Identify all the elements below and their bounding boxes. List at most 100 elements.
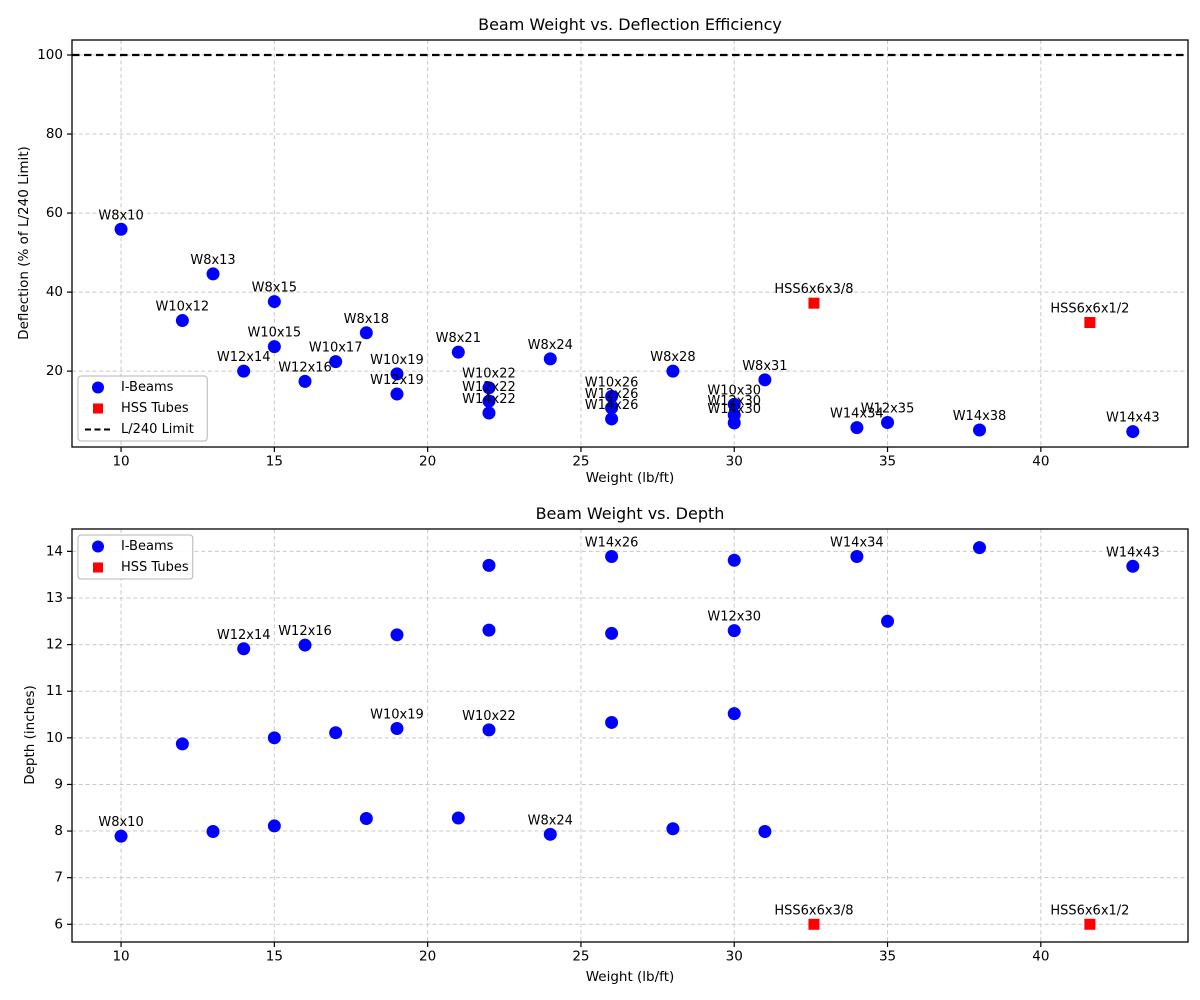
plot-frame [71, 528, 1189, 943]
data-point-W12x19 [390, 387, 404, 401]
legend-item-label: I-Beams [121, 380, 174, 395]
point-label-W12x19: W12x19 [370, 373, 424, 388]
data-point-W8x21 [451, 345, 465, 359]
x-tick-label: 30 [726, 949, 743, 965]
x-tick-label: 40 [1032, 949, 1049, 965]
y-tick-label: 13 [46, 590, 63, 606]
data-point-W8x18 [359, 326, 373, 340]
data-point-W14x34 [850, 421, 864, 435]
point-label-W10x12: W10x12 [156, 300, 210, 315]
data-point-W8x28 [666, 364, 680, 378]
point-label-HSS6x6x1/2: HSS6x6x1/2 [1050, 903, 1129, 918]
data-point-W8x31 [758, 825, 772, 839]
point-label-W12x16: W12x16 [278, 360, 332, 375]
y-tick-label: 80 [46, 126, 63, 142]
y-tick-label: 10 [46, 730, 63, 746]
point-label-HSS6x6x1/2: HSS6x6x1/2 [1050, 302, 1129, 317]
data-point-W8x28 [666, 822, 680, 836]
point-label-W14x38: W14x38 [953, 409, 1007, 424]
y-tick-label: 11 [46, 683, 63, 699]
x-tick-label: 30 [726, 454, 743, 470]
x-tick-label: 10 [112, 949, 129, 965]
data-point-W10x15 [267, 731, 281, 745]
data-point-HSS6x6x1/2 [1084, 317, 1096, 329]
data-point-W14x22 [482, 406, 496, 420]
point-label-W8x10: W8x10 [98, 208, 143, 223]
data-point-W10x26 [605, 389, 619, 403]
legend-item-label: HSS Tubes [121, 401, 189, 416]
x-tick-label: 40 [1032, 454, 1049, 470]
point-label-W12x14: W12x14 [217, 350, 271, 365]
data-point-W12x26 [605, 626, 619, 640]
legend-item-label: L/240 Limit [121, 422, 194, 437]
data-point-W8x10 [114, 829, 128, 843]
data-point-W8x21 [451, 811, 465, 825]
point-label-W12x16: W12x16 [278, 624, 332, 639]
point-label-W12x30: W12x30 [707, 394, 761, 409]
point-label-W10x17: W10x17 [309, 341, 363, 356]
data-point-W10x30 [727, 707, 741, 721]
x-tick-label: 20 [419, 454, 436, 470]
legend: I-Beams HSS Tubes L/240 Limit [77, 375, 208, 442]
data-point-W10x30 [727, 397, 741, 411]
data-point-W10x26 [605, 715, 619, 729]
point-label-W12x14: W12x14 [217, 628, 271, 643]
data-point-HSS6x6x3/8 [808, 918, 820, 930]
data-point-W10x17 [329, 726, 343, 740]
data-point-W12x14 [237, 642, 251, 656]
data-point-W8x31 [758, 373, 772, 387]
data-point-W14x38 [973, 423, 987, 437]
data-point-W12x22 [482, 623, 496, 637]
y-tick-label: 8 [54, 823, 63, 839]
data-point-W10x22 [482, 381, 496, 395]
x-tick-label: 25 [572, 454, 589, 470]
data-point-HSS6x6x3/8 [808, 297, 820, 309]
data-point-W12x19 [390, 628, 404, 642]
y-tick-label: 9 [54, 776, 63, 792]
legend-marker-circle [92, 540, 104, 553]
point-label-W12x35: W12x35 [861, 402, 915, 417]
top-chart: 10 15 20 25 30 35 40 20 40 60 80 100 W8x10 W10x12 W8x1… [37, 39, 1189, 470]
point-label-W8x15: W8x15 [252, 281, 297, 296]
data-point-W10x15 [267, 340, 281, 354]
data-point-W12x16 [298, 638, 312, 652]
data-point-W8x18 [359, 811, 373, 825]
point-label-W12x26: W12x26 [585, 387, 639, 402]
data-point-W10x12 [175, 314, 189, 328]
y-tick-label: 20 [46, 363, 63, 379]
point-label-W8x31: W8x31 [742, 359, 787, 374]
legend-item-label: I-Beams [121, 539, 174, 554]
point-label-W14x26: W14x26 [585, 398, 639, 413]
point-label-W8x10: W8x10 [98, 815, 143, 830]
data-point-W12x35 [881, 614, 895, 628]
point-label-W8x21: W8x21 [436, 331, 481, 346]
data-point-W14x43 [1126, 559, 1140, 573]
x-tick-label: 35 [879, 454, 896, 470]
data-point-W8x15 [267, 819, 281, 833]
point-label-W8x24: W8x24 [528, 338, 573, 353]
point-label-HSS6x6x3/8: HSS6x6x3/8 [774, 903, 853, 918]
data-point-W14x26 [605, 412, 619, 426]
data-point-W8x10 [114, 222, 128, 236]
point-label-W10x22: W10x22 [462, 367, 516, 382]
point-label-W10x15: W10x15 [248, 326, 302, 341]
point-label-W14x34: W14x34 [830, 536, 884, 551]
legend-marker-square [93, 562, 103, 573]
data-point-W14x26 [605, 550, 619, 564]
data-point-W12x30 [727, 624, 741, 638]
data-point-W8x24 [543, 827, 557, 841]
top-chart-title: Beam Weight vs. Deflection Efficiency [478, 15, 782, 34]
legend-marker-square [93, 403, 103, 414]
data-point-W14x38 [973, 541, 987, 555]
point-label-W14x22: W14x22 [462, 392, 516, 407]
x-tick-label: 15 [266, 454, 283, 470]
point-label-W14x26: W14x26 [585, 536, 639, 551]
point-label-W10x22: W10x22 [462, 709, 516, 724]
x-tick-label: 20 [419, 949, 436, 965]
point-label-W14x30: W14x30 [707, 402, 761, 417]
point-label-W14x43: W14x43 [1106, 545, 1160, 560]
data-point-W12x26 [605, 401, 619, 415]
data-point-W8x13 [206, 825, 220, 839]
data-point-W10x19 [390, 367, 404, 381]
data-point-W14x43 [1126, 425, 1140, 439]
